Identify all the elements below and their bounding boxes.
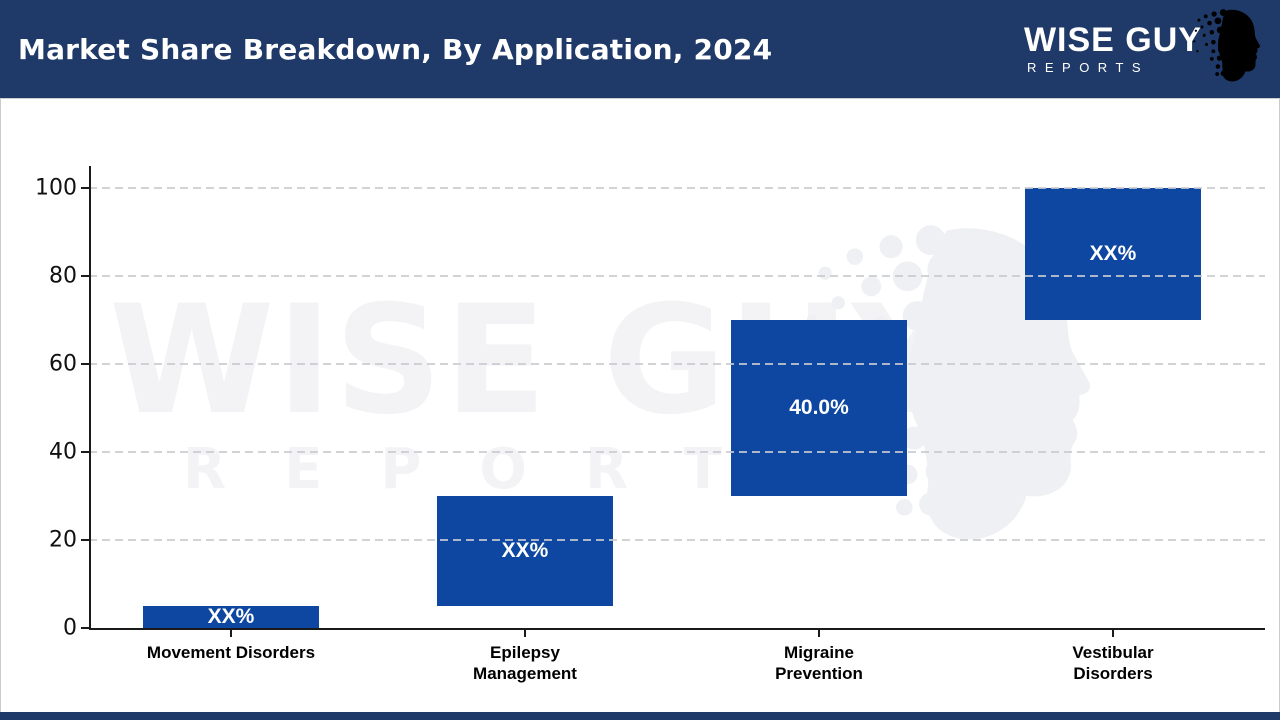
bar-value-label: XX% [207,605,255,628]
gridline [89,451,1265,453]
bar-value-label: XX% [501,539,549,562]
x-tick-mark [524,630,526,637]
x-tick-mark [230,630,232,637]
y-tick-label: 20 [49,527,77,553]
y-tick-label: 80 [49,263,77,289]
x-category-label: Epilepsy Management [473,643,577,683]
footer-bar [0,712,1280,720]
y-tick-label: 40 [49,439,77,465]
y-axis [89,166,91,630]
y-tick-mark [81,275,89,277]
brand-wordmark: WISE GUY [1023,21,1202,59]
y-tick-label: 60 [49,351,77,377]
gridline [89,187,1265,189]
bar-1: XX% [437,496,613,606]
x-category-label: Migraine Prevention [775,643,863,683]
brand-logo-text: WISE GUY REPORTS [1024,23,1202,75]
bar-value-label: XX% [1089,242,1137,265]
chart-panel: WISE GUY REPORTS XX% XX% 40.0% XX% 0 20 40 60 8… [0,98,1280,713]
y-tick-mark [81,627,89,629]
watermark-subtext: REPORTS [183,437,879,502]
y-tick-mark [81,187,89,189]
bar-2: 40.0% [731,320,907,496]
header: Market Share Breakdown, By Application, … [0,0,1280,98]
gridline [89,363,1265,365]
x-tick-mark [818,630,820,637]
y-tick-mark [81,539,89,541]
bar-value-label: 40.0% [789,396,849,419]
x-tick-mark [1112,630,1114,637]
logo-head-icon [1193,9,1260,82]
page-title: Market Share Breakdown, By Application, … [18,32,773,66]
x-axis [89,628,1265,630]
x-category-label: Vestibular Disorders [1072,643,1154,683]
gridline [89,275,1265,277]
brand-logo: WISE GUY REPORTS [1024,7,1262,91]
bar-0: XX% [143,605,319,628]
y-tick-label: 100 [35,175,77,201]
y-tick-mark [81,363,89,365]
y-tick-mark [81,451,89,453]
bar-3: XX% [1025,188,1201,320]
y-tick-label: 0 [63,615,77,641]
x-category-label: Movement Disorders [146,643,316,662]
gridline [89,539,1265,541]
brand-subtext: REPORTS [1026,60,1150,75]
